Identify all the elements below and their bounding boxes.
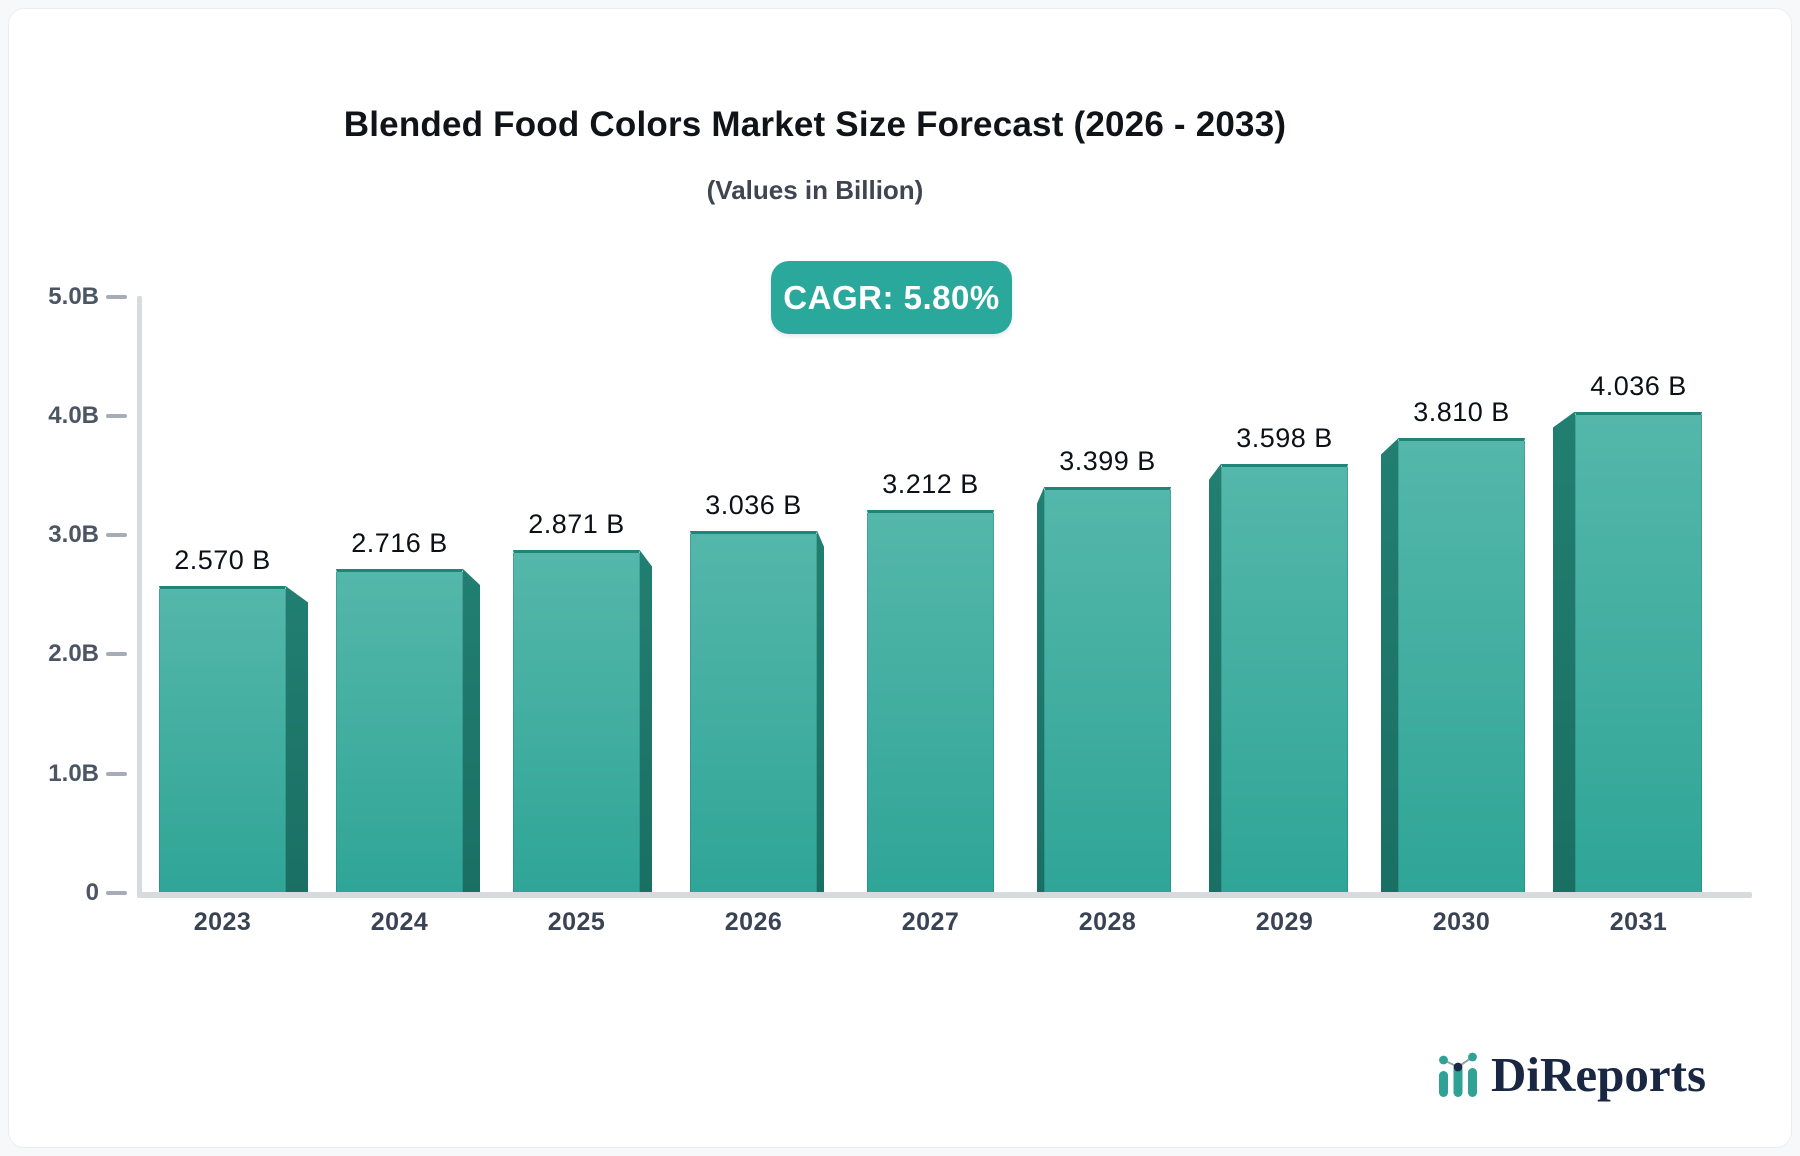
bar-side-face xyxy=(286,586,308,893)
y-axis-tick-label: 1.0B xyxy=(48,759,99,787)
bar-value-label: 2.570 B xyxy=(174,545,271,576)
bar-side-face xyxy=(463,568,480,893)
brand-logo: DiReports xyxy=(1437,1045,1706,1117)
y-axis-tick-mark xyxy=(106,294,127,299)
bar-2028 xyxy=(1044,487,1171,893)
bar-2024 xyxy=(336,568,463,893)
bar-2026 xyxy=(690,530,817,893)
brand-logo-icon xyxy=(1439,1052,1477,1097)
y-axis-tick-label: 0 xyxy=(85,879,99,906)
x-axis-label-2029: 2029 xyxy=(1255,908,1314,936)
bar-side-face xyxy=(1553,411,1575,893)
bar-2023 xyxy=(159,586,286,893)
y-axis-tick-mark xyxy=(106,533,127,538)
y-axis-line xyxy=(137,296,142,898)
x-axis-label-2028: 2028 xyxy=(1078,908,1137,936)
bar-side-face xyxy=(1381,438,1398,893)
bar-value-label: 3.810 B xyxy=(1413,397,1510,428)
bar-value-label: 2.716 B xyxy=(351,527,448,558)
bar-value-label: 3.036 B xyxy=(705,489,802,520)
bar-value-label: 3.212 B xyxy=(882,468,979,499)
y-axis-tick-mark xyxy=(106,891,127,895)
bar-2030 xyxy=(1398,438,1525,893)
bar-2031 xyxy=(1575,411,1702,893)
y-axis-tick-label: 4.0B xyxy=(48,401,99,429)
x-axis-label-2031: 2031 xyxy=(1609,908,1668,936)
bar-value-label: 3.399 B xyxy=(1059,446,1156,477)
bar-side-face xyxy=(1037,487,1044,893)
y-axis-tick-label: 3.0B xyxy=(48,521,99,549)
chart-subtitle: (Values in Billion) xyxy=(706,175,924,205)
bar-value-label: 2.871 B xyxy=(528,509,625,540)
bar-2027 xyxy=(867,509,994,893)
x-axis-baseline xyxy=(137,892,1752,898)
x-axis-label-2026: 2026 xyxy=(724,908,783,936)
bar-value-label: 3.598 B xyxy=(1236,422,1333,453)
bar-side-face xyxy=(817,530,824,893)
bar-side-face xyxy=(640,550,652,893)
cagr-badge: CAGR: 5.80% xyxy=(771,261,1012,334)
y-axis-tick-mark xyxy=(106,652,127,657)
x-axis-label-2024: 2024 xyxy=(370,908,429,936)
x-axis-label-2023: 2023 xyxy=(193,908,252,936)
x-axis-label-2030: 2030 xyxy=(1432,908,1491,936)
bar-value-label: 4.036 B xyxy=(1590,370,1687,401)
y-axis-tick-label: 5.0B xyxy=(48,282,99,310)
y-axis-tick-mark xyxy=(106,771,127,776)
bar-side-face xyxy=(1209,463,1221,893)
chart-card: Blended Food Colors Market Size Forecast… xyxy=(8,8,1792,1148)
bar-2029 xyxy=(1221,463,1348,893)
brand-logo-text: DiReports xyxy=(1491,1047,1707,1102)
y-axis-tick-label: 2.0B xyxy=(48,640,99,668)
x-axis-label-2027: 2027 xyxy=(901,908,960,936)
chart-title: Blended Food Colors Market Size Forecast… xyxy=(343,105,1287,144)
y-axis-tick-mark xyxy=(106,413,127,418)
x-axis-label-2025: 2025 xyxy=(547,908,606,936)
bar-2025 xyxy=(513,550,640,893)
